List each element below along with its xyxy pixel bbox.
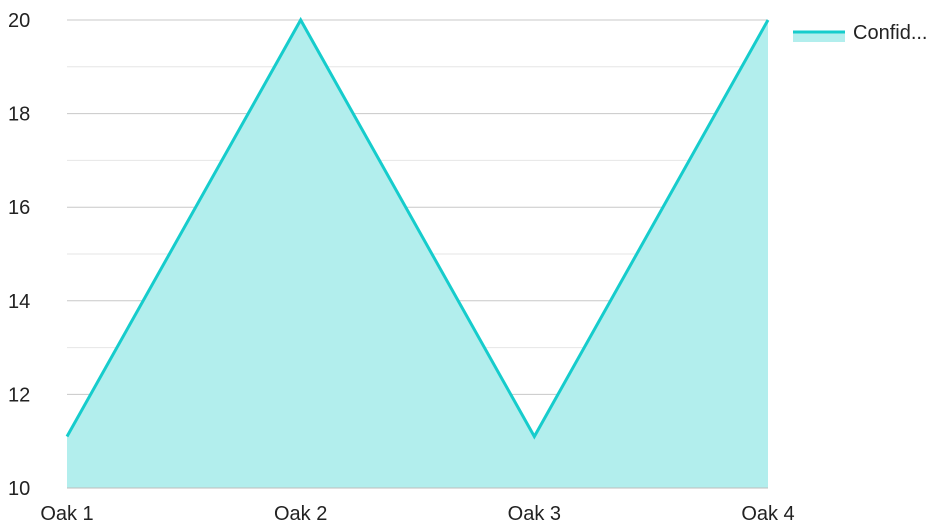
x-tick-label: Oak 1 (40, 503, 93, 525)
y-tick-label: 16 (8, 197, 30, 219)
x-tick-label: Oak 2 (274, 503, 327, 525)
legend-swatch-fill (793, 31, 845, 42)
x-tick-label: Oak 4 (741, 503, 794, 525)
y-tick-label: 12 (8, 384, 30, 406)
area-fill (67, 20, 768, 488)
axes: 10 12 14 16 18 20 Oak 1 Oak 2 Oak 3 Oak 4 (8, 10, 795, 525)
y-tick-label: 20 (8, 10, 30, 32)
y-tick-label: 10 (8, 478, 30, 500)
series-line (65, 16, 770, 440)
x-tick-label: Oak 3 (508, 503, 561, 525)
area-series (65, 16, 770, 488)
legend: Confid... (793, 22, 927, 44)
y-tick-label: 18 (8, 104, 30, 126)
legend-label: Confid... (853, 22, 927, 44)
y-tick-label: 14 (8, 291, 30, 313)
